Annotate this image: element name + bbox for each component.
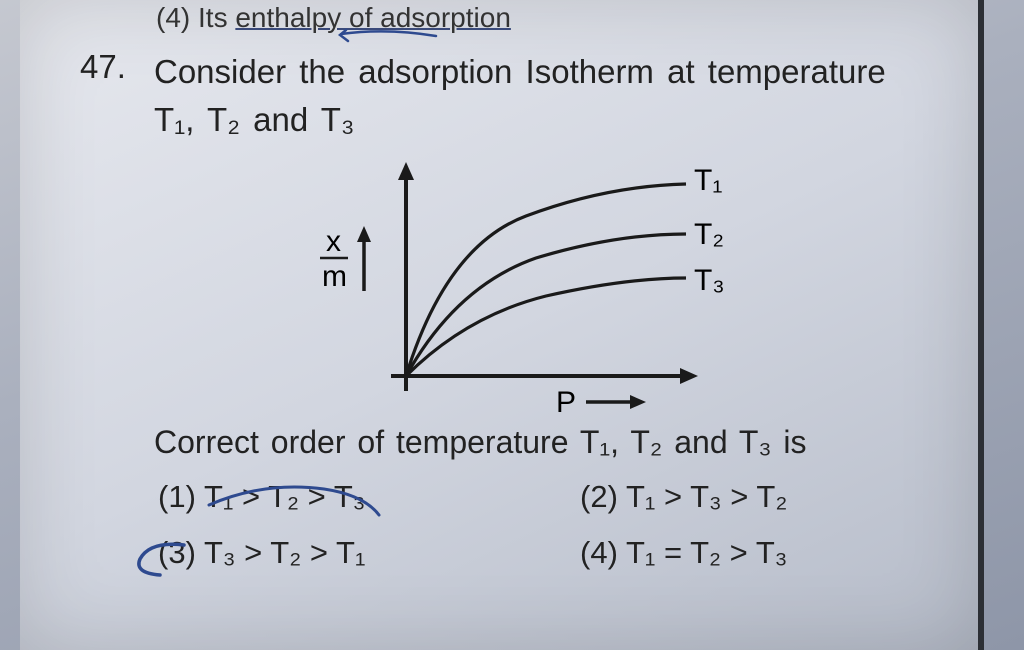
- x-axis-arrowhead: [680, 368, 698, 384]
- option-3-text: (3) T₃ > T₂ > T₁: [158, 535, 365, 570]
- question-t-list: T₁, T₂ and T₃: [154, 101, 354, 138]
- option-2-text: (2) T₁ > T₃ > T₂: [580, 479, 787, 514]
- options-grid: (1) T₁ > T₂ > T₃ (2) T₁ > T₃ > T₂ (3) T₃…: [154, 479, 938, 571]
- question-line1: Consider the adsorption Isotherm at temp…: [154, 53, 886, 90]
- x-label: P: [556, 386, 576, 416]
- curve-t3: [406, 278, 686, 376]
- question-body: Consider the adsorption Isotherm at temp…: [154, 48, 938, 571]
- previous-question-fragment: (4) Its enthalpy of adsorption: [156, 2, 938, 34]
- question-row: 47. Consider the adsorption Isotherm at …: [80, 48, 938, 571]
- chart-container: T₁ T₂ T₃ x m P: [154, 156, 938, 416]
- option-1-text: (1) T₁ > T₂ > T₃: [158, 479, 365, 514]
- page: (4) Its enthalpy of adsorption 47. Consi…: [20, 0, 984, 650]
- y-label-numerator: x: [326, 225, 341, 258]
- option-4-text: (4) T₁ = T₂ > T₃: [580, 535, 787, 570]
- prev-text-a: Its: [198, 2, 235, 33]
- pen-arrow-annotation: [336, 26, 446, 46]
- question-number: 47.: [80, 48, 132, 571]
- question-text: Consider the adsorption Isotherm at temp…: [154, 48, 938, 144]
- y-label-arrow-head: [357, 226, 371, 242]
- isotherm-chart: T₁ T₂ T₃ x m P: [286, 156, 806, 416]
- y-axis-arrowhead: [398, 162, 414, 180]
- option-3: (3) T₃ > T₂ > T₁: [154, 535, 516, 571]
- option-1: (1) T₁ > T₂ > T₃: [154, 479, 516, 515]
- curve-label-t1: T₁: [694, 164, 722, 197]
- option-2: (2) T₁ > T₃ > T₂: [576, 479, 938, 515]
- prev-option-number: (4): [156, 2, 190, 33]
- x-label-arrow-head: [630, 395, 646, 409]
- curve-label-t2: T₂: [694, 218, 724, 251]
- curve-t2: [406, 234, 686, 376]
- y-label-denominator: m: [322, 260, 347, 293]
- option-4: (4) T₁ = T₂ > T₃: [576, 535, 938, 571]
- question-post-text: Correct order of temperature T₁, T₂ and …: [154, 424, 938, 461]
- curve-label-t3: T₃: [694, 264, 725, 297]
